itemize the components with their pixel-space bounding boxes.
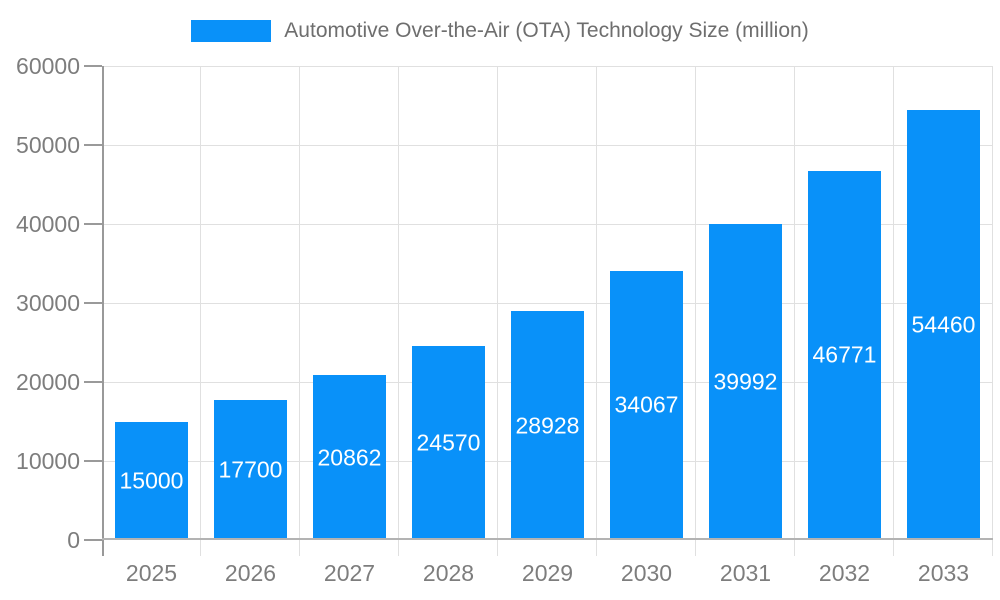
legend-label: Automotive Over-the-Air (OTA) Technology…: [284, 19, 809, 42]
gridline-horizontal: [102, 145, 993, 146]
x-axis-tick-label: 2032: [818, 560, 871, 586]
gridline-vertical: [200, 66, 201, 556]
gridline-vertical: [893, 66, 894, 556]
y-axis-tick: [84, 144, 102, 146]
bar-2033: 54460: [907, 109, 980, 540]
x-axis-tick-label: 2033: [917, 560, 970, 586]
legend-swatch-icon: [191, 20, 272, 42]
gridline-vertical: [596, 66, 597, 556]
bar-2026: 17700: [214, 400, 287, 540]
y-axis-tick-label: 40000: [16, 211, 80, 237]
y-axis-tick-label: 50000: [16, 132, 80, 158]
bar-value-label: 34067: [614, 391, 679, 418]
plot-area: 15000 17700 20862 24570 28928 34067 39992 46771…: [102, 66, 993, 556]
bar-value-label: 24570: [416, 429, 481, 456]
y-axis-tick: [84, 539, 102, 541]
x-axis-tick-label: 2029: [521, 560, 574, 586]
gridline-vertical: [695, 66, 696, 556]
bar-value-label: 20862: [317, 444, 382, 471]
bar-2025: 15000: [115, 421, 188, 540]
bar-value-label: 46771: [812, 341, 877, 368]
bar-value-label: 28928: [515, 412, 580, 439]
bar-2030: 34067: [610, 270, 683, 540]
y-axis-tick: [84, 381, 102, 383]
bar-2027: 20862: [313, 375, 386, 540]
legend-item[interactable]: Automotive Over-the-Air (OTA) Technology…: [0, 19, 1000, 43]
x-axis-tick-label: 2028: [422, 560, 475, 586]
x-axis-tick-label: 2025: [125, 560, 178, 586]
y-axis-tick-label: 60000: [16, 53, 80, 79]
bar-value-label: 39992: [713, 368, 778, 395]
x-axis-tick-label: 2031: [719, 560, 772, 586]
x-axis-line: [102, 538, 993, 540]
y-axis-tick: [84, 460, 102, 462]
bar-2031: 39992: [709, 224, 782, 540]
bar-value-label: 15000: [119, 467, 184, 494]
bar-value-label: 54460: [911, 311, 976, 338]
gridline-vertical: [299, 66, 300, 556]
y-axis-tick: [84, 302, 102, 304]
gridline-horizontal: [102, 66, 993, 67]
bar-value-label: 17700: [218, 456, 283, 483]
y-axis-tick-label: 20000: [16, 369, 80, 395]
gridline-vertical: [992, 66, 993, 556]
bar-2028: 24570: [412, 345, 485, 540]
x-axis-tick-label: 2026: [224, 560, 277, 586]
y-axis-tick-label: 10000: [16, 448, 80, 474]
gridline-horizontal: [102, 224, 993, 225]
y-axis-line: [102, 66, 104, 556]
y-axis-tick-label: 0: [67, 527, 80, 553]
gridline-horizontal: [102, 303, 993, 304]
gridline-vertical: [497, 66, 498, 556]
bar-2029: 28928: [511, 311, 584, 540]
y-axis-tick: [84, 65, 102, 67]
bar-2032: 46771: [808, 170, 881, 540]
x-axis-tick-label: 2030: [620, 560, 673, 586]
y-axis-tick: [84, 223, 102, 225]
gridline-vertical: [398, 66, 399, 556]
x-axis-tick-label: 2027: [323, 560, 376, 586]
gridline-vertical: [794, 66, 795, 556]
y-axis-tick-label: 30000: [16, 290, 80, 316]
